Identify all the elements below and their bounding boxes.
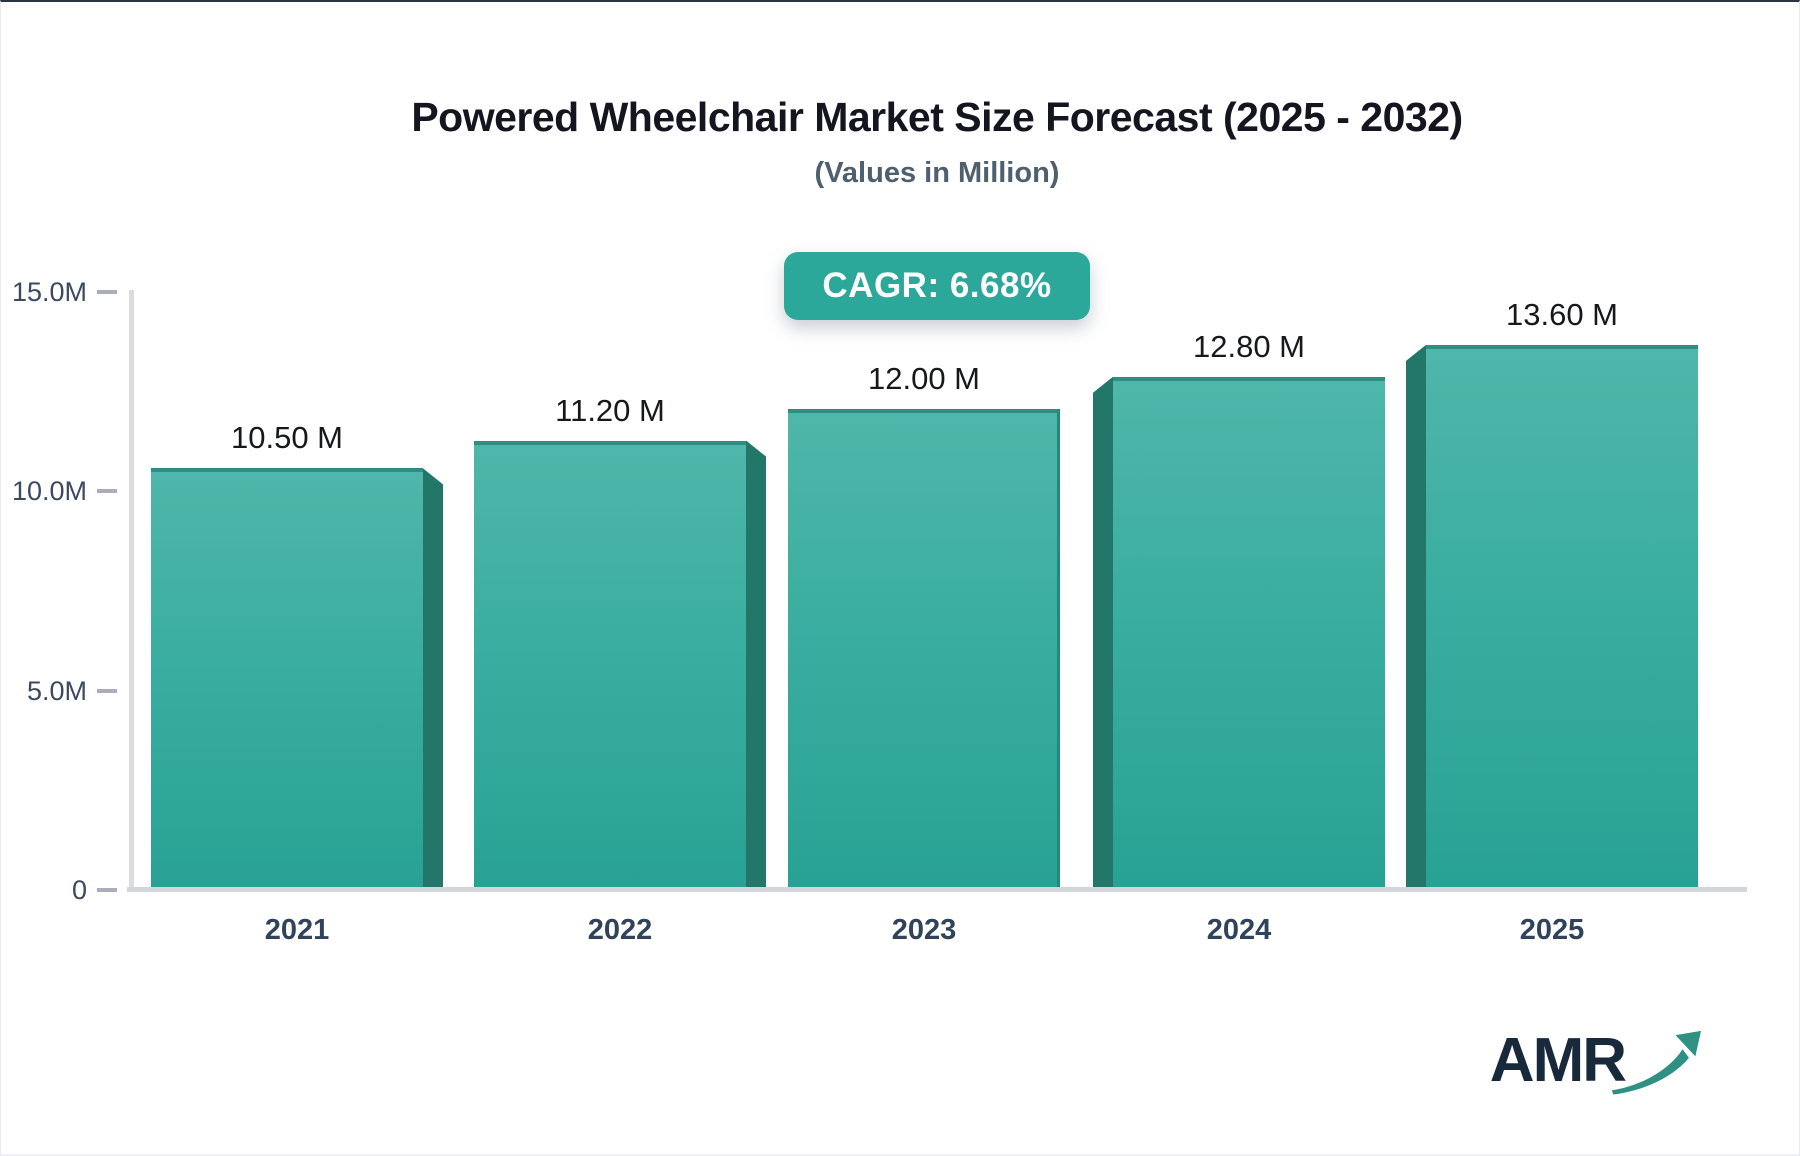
growth-arrow-icon [1611,1030,1701,1095]
x-axis-label: 2025 [1519,914,1585,946]
cagr-badge-row: CAGR: 6.68% [127,252,1747,320]
bar-value-label: 11.20 M [555,392,665,428]
y-tick-label: 5.0M [26,676,87,706]
bar-3d-side [423,468,443,887]
bar-value-label: 12.00 M [867,360,980,396]
bar-2022: 11.20 M 2022 [474,393,766,946]
y-tick-0: 0 [1,875,121,905]
y-tick-15m: 15.0M [1,277,121,307]
amr-logo: AMR [1490,1030,1701,1102]
bar-face [474,440,746,887]
y-tick-label: 10.0M [11,476,87,506]
bar-3d-side [1093,376,1113,887]
bar-2024: 12.80 M 2024 [1093,329,1385,946]
x-axis-label: 2023 [891,914,957,946]
x-axis-label: 2024 [1206,914,1272,946]
y-tick-10m: 10.0M [1,476,121,506]
bar-2025: 13.60 M 2025 [1406,297,1698,946]
x-axis-line [127,887,1747,892]
y-tick-label: 15.0M [11,277,87,307]
chart-header: Powered Wheelchair Market Size Forecast … [127,2,1747,190]
y-tick-dash [97,689,117,693]
bar-face [151,468,423,887]
bar-value-label: 10.50 M [230,420,343,456]
y-tick-dash [97,290,117,294]
y-tick-5m: 5.0M [1,676,121,706]
plot-area: 10.50 M 2021 11.20 M 2022 12.00 M 2023 1… [133,289,1745,946]
bar-value-label: 12.80 M [1192,328,1305,364]
amr-logo-text: AMR [1489,1026,1627,1095]
bar-value-label: 13.60 M [1505,296,1618,332]
y-tick-dash [97,888,117,892]
y-tick-dash [97,489,117,493]
y-axis-line [129,290,134,890]
x-axis-label: 2021 [264,914,330,946]
cagr-badge: CAGR: 6.68% [784,252,1090,320]
chart-subtitle: (Values in Million) [814,157,1060,189]
bar-face [1113,376,1385,887]
bar-face [788,408,1060,887]
chart-title: Powered Wheelchair Market Size Forecast … [411,94,1463,140]
x-axis-label: 2022 [587,914,653,946]
y-tick-label: 0 [71,875,87,905]
bar-2023: 12.00 M 2023 [788,361,1060,946]
bar-3d-side [746,440,766,887]
bar-face [1426,344,1698,887]
bar-3d-side [1406,344,1426,887]
bar-2021: 10.50 M 2021 [151,420,443,946]
